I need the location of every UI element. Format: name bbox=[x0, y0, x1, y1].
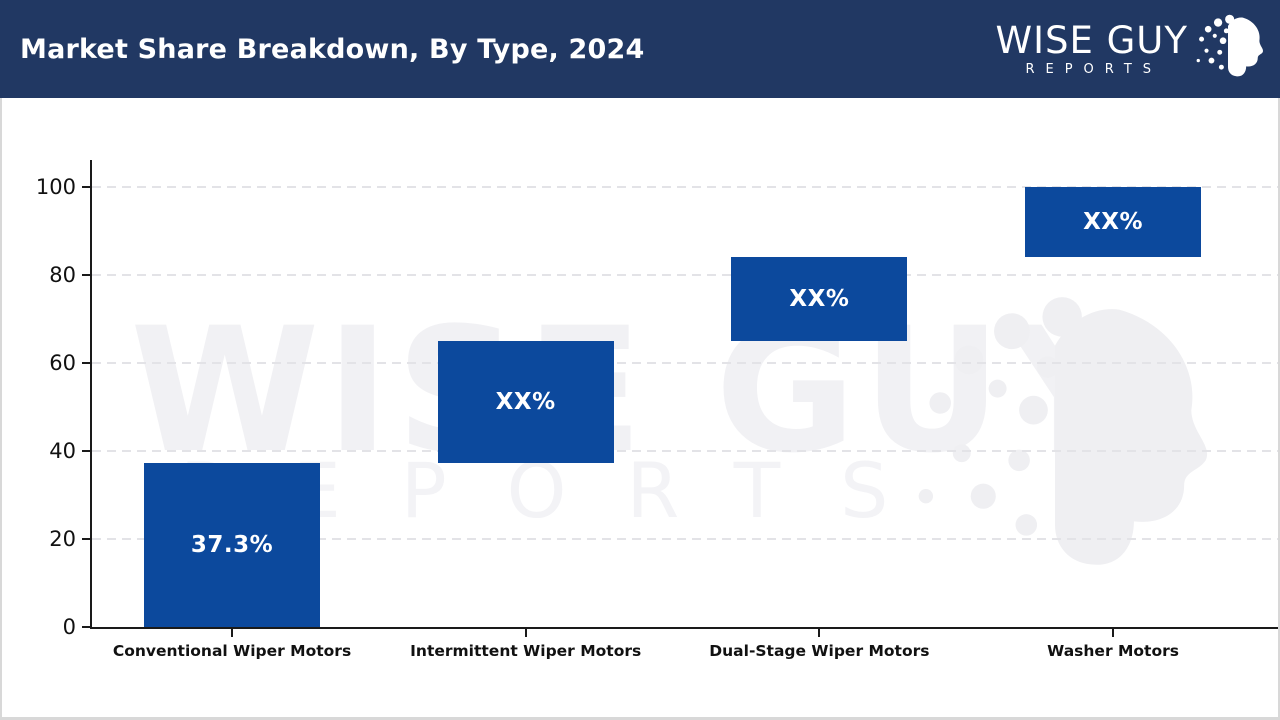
bar-value-label: 37.3% bbox=[190, 531, 274, 558]
y-axis-tick bbox=[82, 274, 90, 276]
y-axis-tick bbox=[82, 450, 90, 452]
page-title: Market Share Breakdown, By Type, 2024 bbox=[20, 33, 645, 65]
y-tick-label: 100 bbox=[35, 175, 76, 199]
chart-area: WISE GUY REPORTS 0 20 40 60 80 100 37.3% Conven… bbox=[0, 98, 1280, 720]
bar-value-label: XX% bbox=[495, 388, 556, 415]
x-axis-tick bbox=[818, 629, 821, 637]
y-tick-label: 60 bbox=[49, 351, 76, 375]
y-axis-tick bbox=[82, 538, 90, 540]
y-axis-line bbox=[90, 160, 92, 627]
x-axis-line bbox=[90, 627, 1278, 629]
bar-segment: XX% bbox=[731, 257, 908, 341]
x-axis-tick bbox=[524, 629, 527, 637]
logo-name: WISE GUY bbox=[995, 18, 1188, 62]
y-tick-label: 40 bbox=[49, 439, 76, 463]
y-axis-tick bbox=[82, 626, 90, 628]
x-axis-tick bbox=[1112, 629, 1115, 637]
gridline bbox=[92, 450, 1278, 452]
logo-face-icon bbox=[1196, 14, 1264, 77]
bar-segment: XX% bbox=[437, 341, 614, 463]
category-label: Intermittent Wiper Motors bbox=[410, 642, 642, 660]
x-axis-tick bbox=[231, 629, 233, 637]
header-bar: Market Share Breakdown, By Type, 2024 WI… bbox=[0, 0, 1280, 98]
category-label: Washer Motors bbox=[1047, 642, 1179, 660]
bar-segment: 37.3% bbox=[144, 462, 320, 627]
plot-area: 0 20 40 60 80 100 37.3% Conventional Wiper Moto… bbox=[2, 98, 1278, 717]
gridline bbox=[92, 186, 1278, 188]
wiseguy-logo: WISE GUY REPORTS bbox=[996, 8, 1266, 90]
logo-subtitle: REPORTS bbox=[1025, 61, 1163, 77]
y-tick-label: 0 bbox=[62, 615, 76, 639]
gridline bbox=[92, 538, 1278, 540]
bar-value-label: XX% bbox=[1083, 209, 1144, 236]
y-tick-label: 80 bbox=[49, 263, 76, 287]
category-label: Dual-Stage Wiper Motors bbox=[709, 642, 930, 660]
gridline bbox=[92, 274, 1278, 276]
bar-value-label: XX% bbox=[789, 286, 850, 313]
logo-text: WISE GUY REPORTS bbox=[996, 22, 1188, 77]
y-axis-tick bbox=[82, 186, 90, 188]
category-label: Conventional Wiper Motors bbox=[112, 642, 352, 660]
gridline bbox=[92, 362, 1278, 364]
bar-segment: XX% bbox=[1025, 187, 1202, 258]
y-axis-tick bbox=[82, 362, 90, 364]
y-tick-label: 20 bbox=[49, 527, 76, 551]
